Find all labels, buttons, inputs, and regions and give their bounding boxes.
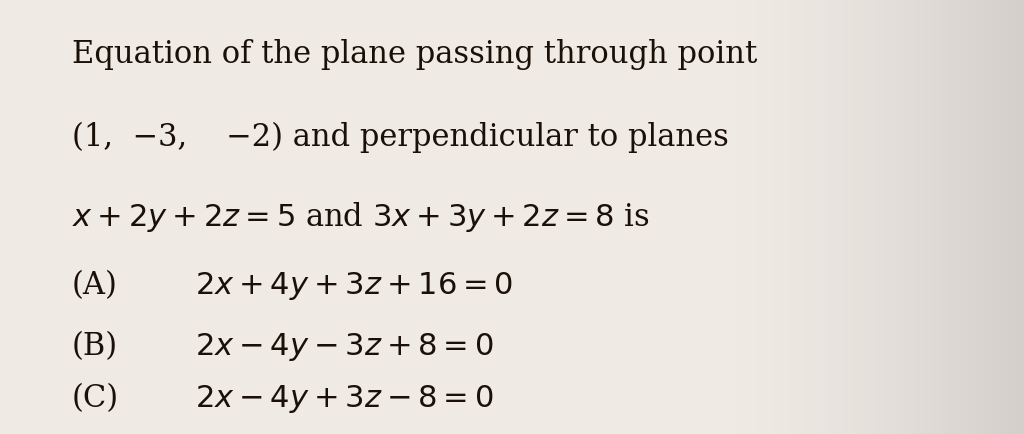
Text: (A): (A)	[72, 269, 118, 300]
Text: $2x - 4y + 3z - 8 = 0$: $2x - 4y + 3z - 8 = 0$	[195, 382, 494, 414]
Text: Equation of the plane passing through point: Equation of the plane passing through po…	[72, 39, 757, 70]
Text: $2x - 4y - 3z + 8 = 0$: $2x - 4y - 3z + 8 = 0$	[195, 330, 494, 362]
Text: (C): (C)	[72, 382, 119, 413]
Text: (B): (B)	[72, 330, 118, 361]
Text: $2x + 4y + 3z + 16 = 0$: $2x + 4y + 3z + 16 = 0$	[195, 269, 513, 301]
Text: (1,  −3,    −2) and perpendicular to planes: (1, −3, −2) and perpendicular to planes	[72, 122, 728, 153]
Text: $x + 2y + 2z = 5$ and $3x + 3y + 2z = 8$ is: $x + 2y + 2z = 5$ and $3x + 3y + 2z = 8$…	[72, 200, 649, 233]
